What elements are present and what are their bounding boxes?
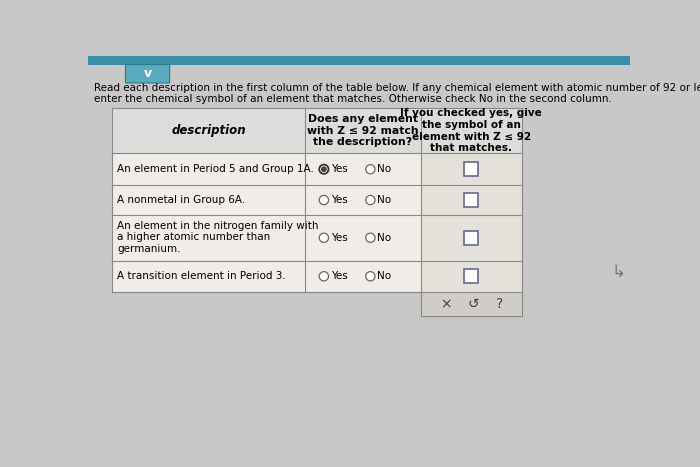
Circle shape: [365, 272, 375, 281]
FancyBboxPatch shape: [125, 64, 169, 83]
Bar: [464, 193, 478, 207]
Text: No: No: [377, 271, 391, 281]
Circle shape: [319, 233, 328, 242]
Bar: [421, 153, 522, 185]
Text: ?: ?: [496, 297, 503, 311]
Circle shape: [365, 233, 375, 242]
Circle shape: [365, 195, 375, 205]
Bar: [112, 215, 421, 261]
Text: A transition element in Period 3.: A transition element in Period 3.: [117, 271, 286, 281]
Bar: [464, 231, 478, 245]
Text: Yes: Yes: [331, 233, 348, 243]
Bar: [112, 108, 522, 153]
Bar: [112, 153, 421, 185]
Circle shape: [319, 195, 328, 205]
Text: description: description: [171, 124, 246, 137]
Bar: [464, 269, 478, 283]
Bar: [112, 185, 421, 215]
Circle shape: [319, 272, 328, 281]
Text: No: No: [377, 164, 391, 174]
Text: An element in Period 5 and Group 1A.: An element in Period 5 and Group 1A.: [117, 164, 314, 174]
Bar: [464, 163, 478, 176]
Text: enter the chemical symbol of an element that matches. Otherwise check No in the : enter the chemical symbol of an element …: [94, 94, 612, 104]
Text: Does any element
with Z ≤ 92 match
the description?: Does any element with Z ≤ 92 match the d…: [307, 114, 419, 147]
Text: ↳: ↳: [611, 262, 625, 281]
Bar: [421, 261, 522, 292]
Bar: [421, 215, 522, 261]
Bar: [112, 261, 421, 292]
Text: Read each description in the first column of the table below. If any chemical el: Read each description in the first colum…: [94, 84, 700, 93]
Bar: [421, 185, 522, 215]
Circle shape: [365, 164, 375, 174]
Circle shape: [319, 164, 328, 174]
Text: Yes: Yes: [331, 164, 348, 174]
Bar: [421, 292, 522, 316]
Text: ×: ×: [440, 297, 452, 311]
Text: Yes: Yes: [331, 271, 348, 281]
Text: A nonmetal in Group 6A.: A nonmetal in Group 6A.: [117, 195, 245, 205]
Text: An element in the nitrogen family with
a higher atomic number than
germanium.: An element in the nitrogen family with a…: [117, 221, 318, 254]
Text: Yes: Yes: [331, 195, 348, 205]
Text: ↺: ↺: [468, 297, 479, 311]
Text: No: No: [377, 195, 391, 205]
Text: If you checked yes, give
the symbol of an
element with Z ≤ 92
that matches.: If you checked yes, give the symbol of a…: [400, 108, 542, 153]
Text: v: v: [144, 67, 152, 80]
Text: No: No: [377, 233, 391, 243]
Circle shape: [321, 166, 327, 172]
Bar: [88, 56, 630, 65]
